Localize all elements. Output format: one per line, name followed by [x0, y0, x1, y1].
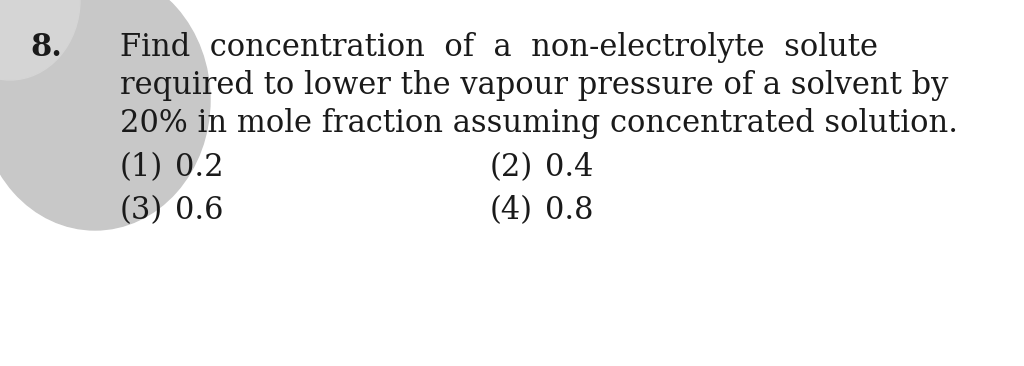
Text: 0.8: 0.8 — [545, 195, 594, 226]
Text: 0.6: 0.6 — [175, 195, 223, 226]
Ellipse shape — [0, 0, 80, 80]
Text: (2): (2) — [490, 152, 534, 183]
Ellipse shape — [0, 0, 210, 230]
Text: 8.: 8. — [30, 32, 61, 63]
Text: Find  concentration  of  a  non-electrolyte  solute: Find concentration of a non-electrolyte … — [120, 32, 878, 63]
Text: (1): (1) — [120, 152, 163, 183]
Text: (3): (3) — [120, 195, 163, 226]
Text: required to lower the vapour pressure of a solvent by: required to lower the vapour pressure of… — [120, 70, 948, 101]
Text: 20% in mole fraction assuming concentrated solution.: 20% in mole fraction assuming concentrat… — [120, 108, 958, 139]
Text: (4): (4) — [490, 195, 534, 226]
Text: 0.4: 0.4 — [545, 152, 593, 183]
Text: 0.2: 0.2 — [175, 152, 223, 183]
